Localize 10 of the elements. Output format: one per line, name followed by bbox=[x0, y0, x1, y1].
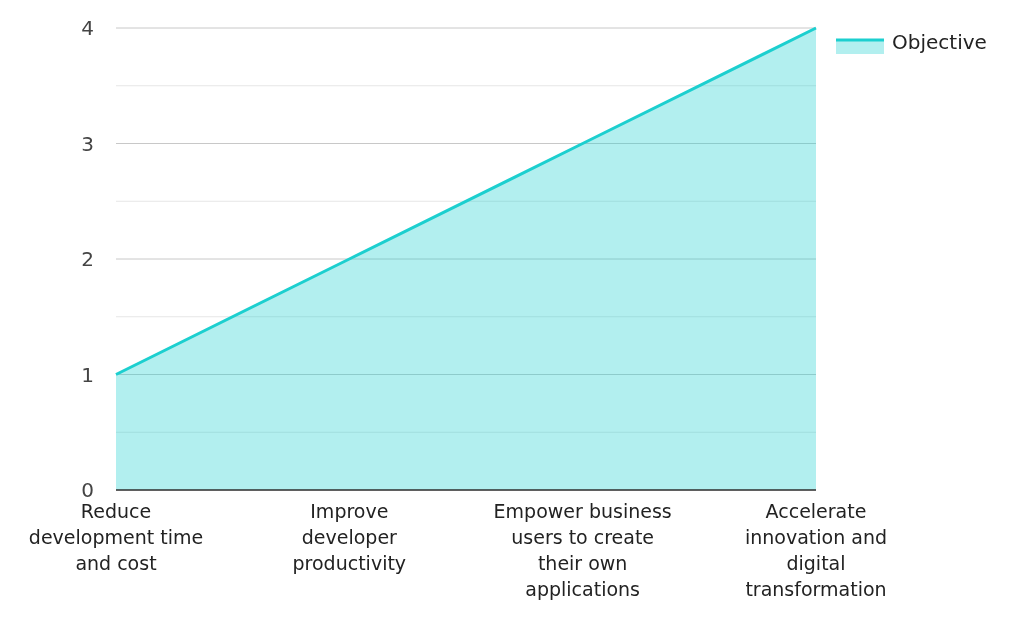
legend-label: Objective bbox=[892, 30, 987, 54]
y-tick-label: 0 bbox=[81, 478, 94, 502]
y-tick-label: 3 bbox=[81, 131, 94, 156]
x-tick-label: Accelerate innovation and digital transformation bbox=[744, 500, 888, 600]
x-tick-label: Improve developer productivity bbox=[292, 500, 407, 574]
y-tick-label: 1 bbox=[81, 362, 94, 387]
x-tick-label: Reduce development time and cost bbox=[28, 500, 204, 574]
y-tick-label: 4 bbox=[81, 16, 94, 40]
x-tick-label: Empower business users to create their own applications bbox=[493, 500, 672, 600]
y-tick-label: 2 bbox=[81, 247, 94, 271]
